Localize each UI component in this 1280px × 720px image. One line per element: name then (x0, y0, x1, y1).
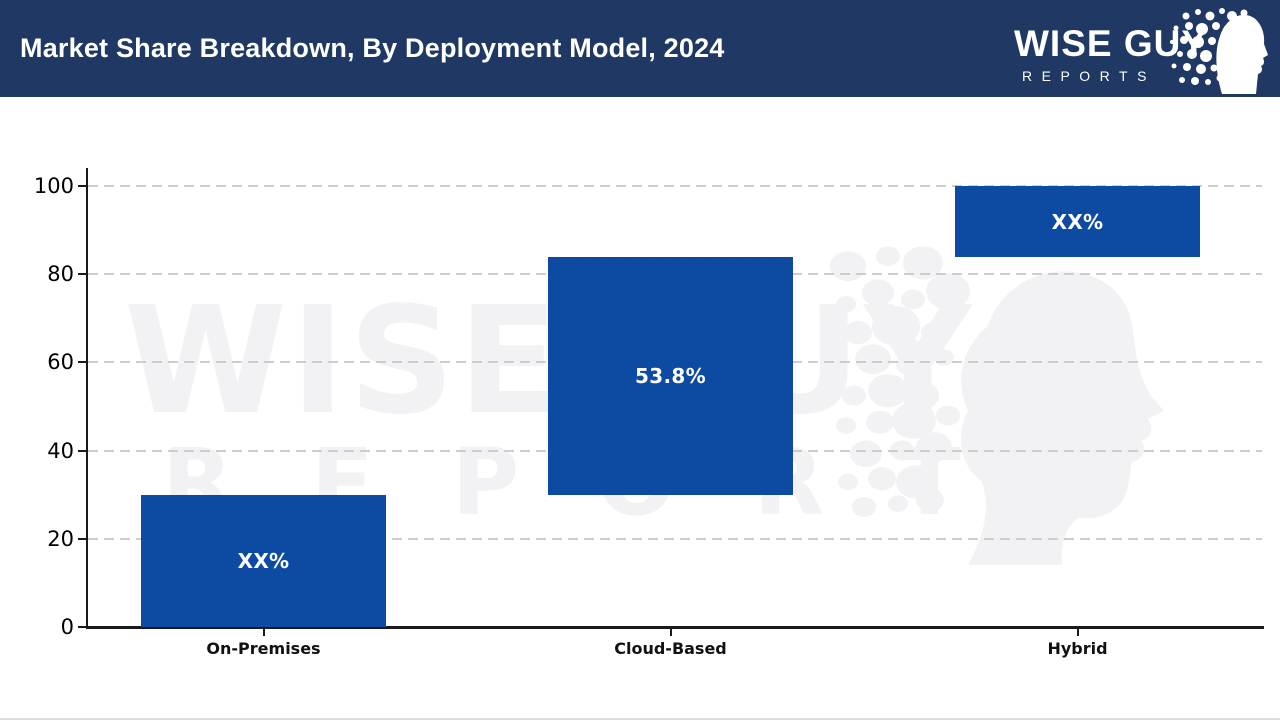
x-tick-mark (262, 629, 265, 636)
x-tick-mark (669, 629, 672, 636)
bar-value-label: XX% (1051, 209, 1104, 234)
y-tick-mark (78, 185, 86, 187)
bottom-border (0, 718, 1280, 720)
y-tick-mark (78, 626, 86, 628)
gridline (88, 185, 1262, 187)
y-tick-label: 40 (47, 438, 74, 463)
bar-value-label: 53.8% (635, 364, 706, 389)
bar-value-label: XX% (237, 548, 290, 573)
logo-text: WISE GUY REPORTS (1014, 23, 1207, 84)
y-tick-mark (78, 273, 86, 276)
category-label: On-Premises (206, 639, 321, 658)
logo-line1: WISE GUY (1014, 23, 1207, 64)
category-label: Cloud-Based (614, 639, 727, 658)
bar-on-premises: XX% (141, 494, 386, 627)
gridline (88, 537, 1262, 540)
x-tick-mark (1076, 629, 1079, 636)
y-tick-mark (78, 449, 86, 452)
y-tick-label: 60 (47, 350, 74, 375)
logo-line2: REPORTS (1022, 68, 1156, 84)
bar-hybrid: XX% (955, 186, 1200, 258)
y-tick-label: 20 (47, 526, 74, 551)
y-tick-label: 80 (47, 262, 74, 287)
y-tick-mark (78, 361, 86, 364)
page-title: Market Share Breakdown, By Deployment Mo… (20, 33, 725, 63)
watermark-wordmark: WISE GUY (124, 275, 975, 447)
header-band: Market Share Breakdown, By Deployment Mo… (0, 0, 1280, 97)
watermark-face-icon (830, 246, 1164, 565)
logo-face-icon (1170, 7, 1268, 94)
y-tick-label: 0 (60, 615, 74, 639)
y-tick-label: 100 (33, 174, 74, 198)
y-tick-mark (78, 537, 86, 540)
bar-cloud-based: 53.8% (548, 257, 793, 495)
wise-guy-reports-logo: WISE GUY REPORTS (1014, 7, 1268, 94)
category-label: Hybrid (1047, 639, 1108, 658)
y-axis-line (86, 168, 88, 628)
x-axis-line (86, 626, 1264, 629)
